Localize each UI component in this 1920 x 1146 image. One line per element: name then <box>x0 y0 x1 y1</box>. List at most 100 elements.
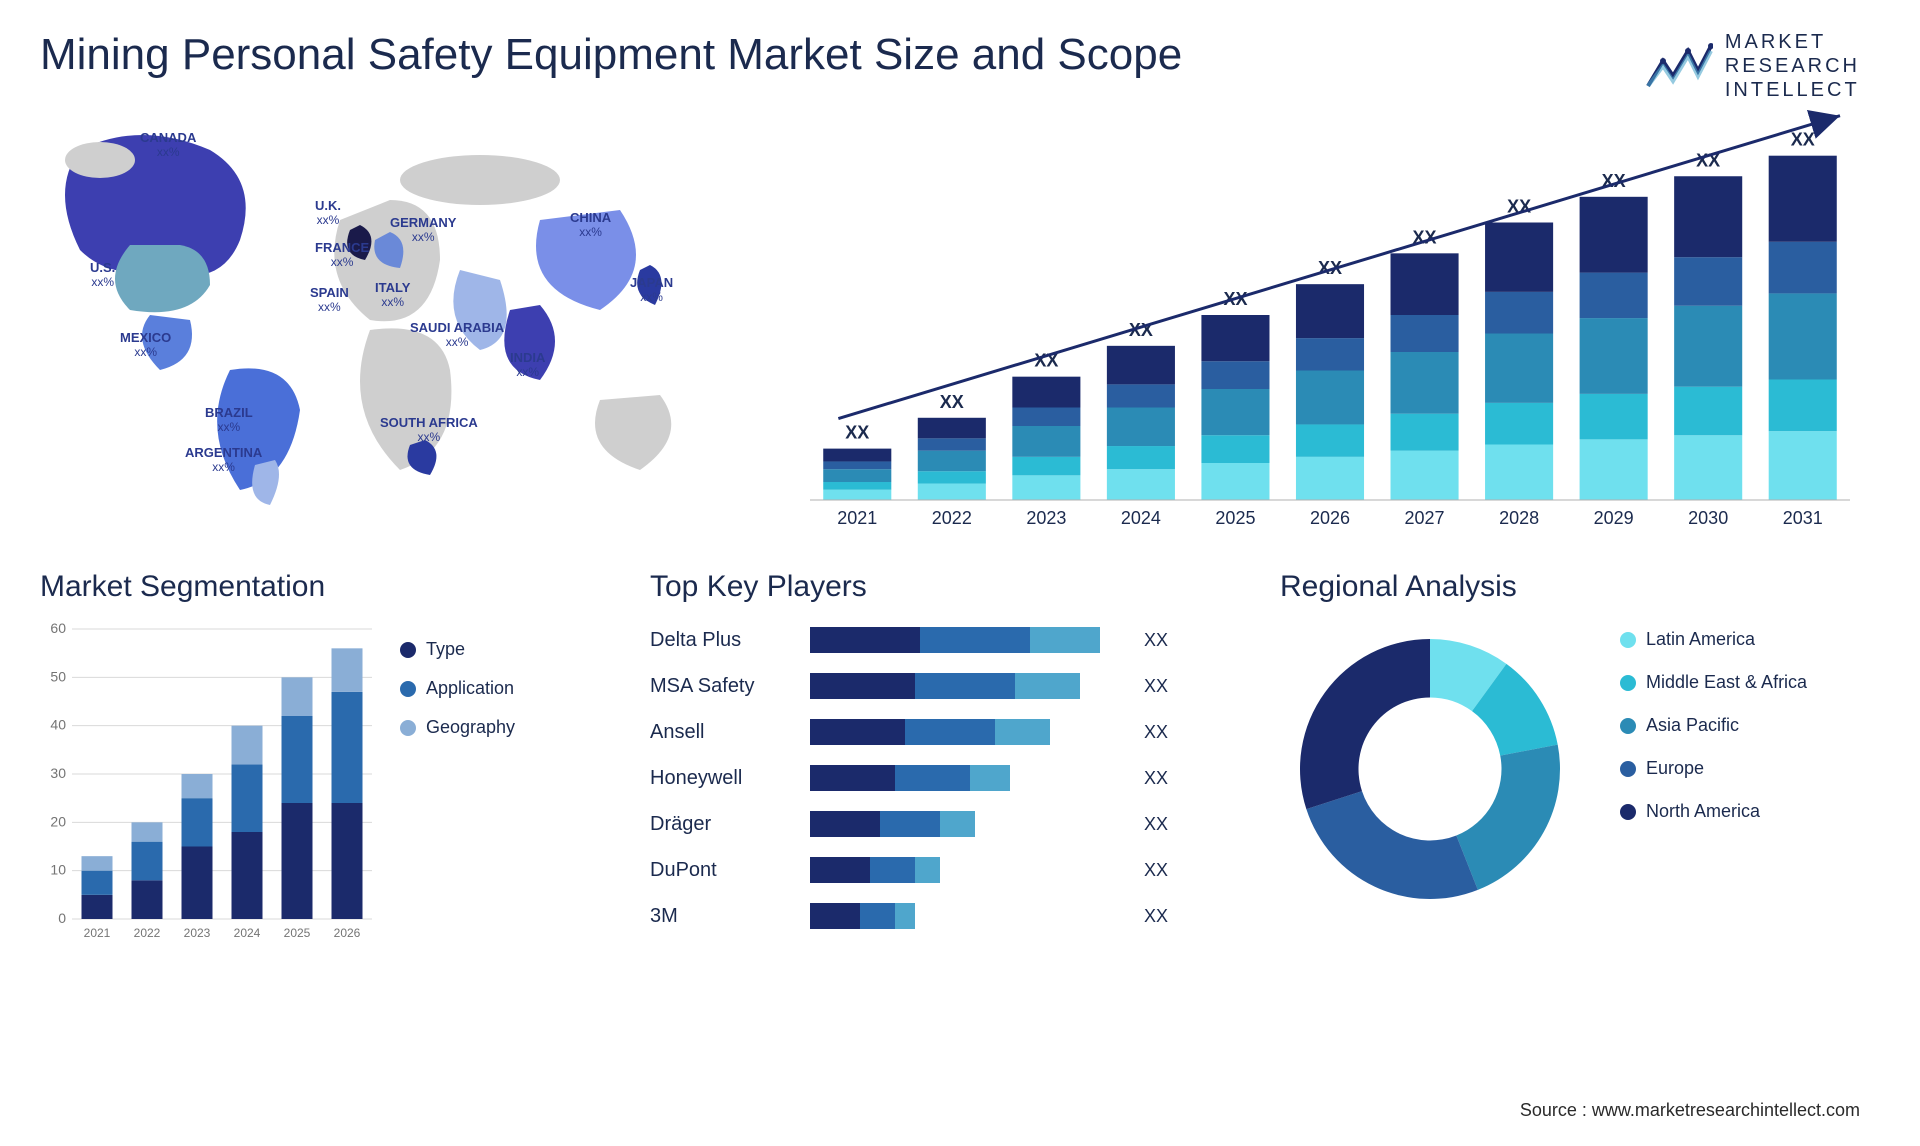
main-bar-seg <box>1201 463 1269 500</box>
player-name: MSA Safety <box>650 675 810 698</box>
main-bar-seg <box>918 471 986 483</box>
logo-line2: RESEARCH <box>1725 54 1860 78</box>
segmentation-title: Market Segmentation <box>40 570 600 604</box>
seg-bar <box>232 726 263 765</box>
main-bar-seg <box>1391 253 1459 315</box>
main-bar-seg <box>1296 338 1364 370</box>
player-bar-seg <box>810 719 905 745</box>
player-bar <box>810 673 1130 699</box>
seg-bar <box>182 798 213 846</box>
main-bar-chart: XX2021XX2022XX2023XX2024XX2025XX2026XX20… <box>780 110 1880 540</box>
main-bar-seg <box>1674 435 1742 500</box>
player-value: XX <box>1144 722 1168 743</box>
player-bar-seg <box>810 857 870 883</box>
player-bar-seg <box>920 627 1030 653</box>
player-name: Dräger <box>650 813 810 836</box>
main-bar-seg <box>1769 242 1837 294</box>
main-bar-seg <box>1012 457 1080 476</box>
main-bar-label: XX <box>1791 130 1815 150</box>
main-bar-seg <box>1485 403 1553 445</box>
seg-bar <box>132 880 163 919</box>
main-bar-label: XX <box>845 423 869 443</box>
main-bar-seg <box>1580 318 1648 394</box>
brand-logo: MARKET RESEARCH INTELLECT <box>1643 30 1860 102</box>
seg-bar <box>332 648 363 692</box>
seg-ytick: 10 <box>50 862 66 878</box>
player-bar <box>810 811 1130 837</box>
map-label-germany: GERMANYxx% <box>390 215 456 244</box>
segmentation-legend: Type Application Geography <box>400 619 515 990</box>
player-bar-seg <box>810 673 915 699</box>
donut-slice <box>1306 791 1477 899</box>
player-value: XX <box>1144 768 1168 789</box>
seg-bar <box>182 774 213 798</box>
main-bar-seg <box>1107 384 1175 407</box>
main-bar-seg <box>1012 377 1080 408</box>
main-bar-seg <box>1580 394 1648 439</box>
player-name: Delta Plus <box>650 629 810 652</box>
main-bar-seg <box>1012 475 1080 500</box>
seg-legend-label: Geography <box>426 717 515 738</box>
seg-legend-label: Type <box>426 639 465 660</box>
player-bar-seg <box>905 719 995 745</box>
map-label-uk: U.K.xx% <box>315 198 341 227</box>
logo-icon <box>1643 36 1713 96</box>
regional-legend-label: Europe <box>1646 758 1704 779</box>
main-bar-seg <box>1012 408 1080 427</box>
player-row: HoneywellXX <box>650 763 1230 793</box>
player-bar <box>810 627 1130 653</box>
regional-legend-label: North America <box>1646 801 1760 822</box>
player-bar-seg <box>915 673 1015 699</box>
main-year-label: 2031 <box>1783 508 1823 528</box>
main-bar-seg <box>1580 439 1648 500</box>
seg-legend-item: Application <box>400 678 515 699</box>
main-bar-seg <box>1485 292 1553 334</box>
main-year-label: 2024 <box>1121 508 1161 528</box>
player-value: XX <box>1144 630 1168 651</box>
player-bar-seg <box>810 627 920 653</box>
main-bar-seg <box>1485 445 1553 501</box>
player-bar-seg <box>915 857 940 883</box>
map-greenland <box>65 142 135 178</box>
player-bar-seg <box>860 903 895 929</box>
seg-bar <box>282 716 313 803</box>
main-bar-seg <box>918 484 986 500</box>
player-row: DuPontXX <box>650 855 1230 885</box>
seg-bar <box>232 832 263 919</box>
player-name: DuPont <box>650 859 810 882</box>
main-year-label: 2022 <box>932 508 972 528</box>
legend-dot-icon <box>1620 632 1636 648</box>
seg-bar <box>332 692 363 803</box>
player-bar-seg <box>895 903 915 929</box>
main-bar-seg <box>1485 334 1553 403</box>
main-year-label: 2025 <box>1215 508 1255 528</box>
player-bar <box>810 719 1130 745</box>
players-panel: Top Key Players Delta PlusXXMSA SafetyXX… <box>650 570 1230 990</box>
regional-legend-label: Asia Pacific <box>1646 715 1739 736</box>
main-bar-label: XX <box>940 392 964 412</box>
map-label-southafrica: SOUTH AFRICAxx% <box>380 415 478 444</box>
main-year-label: 2027 <box>1405 508 1445 528</box>
main-bar-seg <box>1769 431 1837 500</box>
legend-dot-icon <box>400 681 416 697</box>
main-bar-seg <box>918 451 986 472</box>
seg-bar <box>332 803 363 919</box>
regional-legend-item: Middle East & Africa <box>1620 672 1807 693</box>
main-year-label: 2026 <box>1310 508 1350 528</box>
main-bar-seg <box>823 490 891 500</box>
player-value: XX <box>1144 676 1168 697</box>
seg-bar <box>82 895 113 919</box>
player-bar-seg <box>880 811 940 837</box>
seg-year: 2022 <box>134 926 161 940</box>
map-russia <box>400 155 560 205</box>
donut-slice <box>1300 639 1430 809</box>
player-bar <box>810 765 1130 791</box>
map-label-japan: JAPANxx% <box>630 275 673 304</box>
main-bar-seg <box>1769 156 1837 242</box>
player-bar-seg <box>810 903 860 929</box>
player-name: Ansell <box>650 721 810 744</box>
regional-legend-label: Middle East & Africa <box>1646 672 1807 693</box>
player-bar-seg <box>940 811 975 837</box>
player-row: MSA Safety XX <box>650 671 1230 701</box>
player-bar <box>810 857 1130 883</box>
